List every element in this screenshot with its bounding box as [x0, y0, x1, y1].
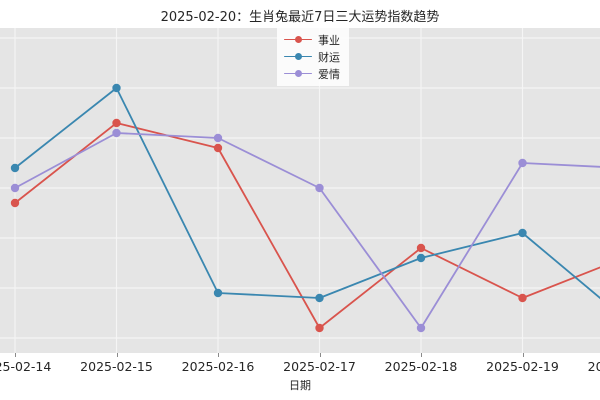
legend-item-wealth[interactable]: 财运: [284, 49, 340, 64]
legend-label-love: 爱情: [318, 67, 340, 81]
data-point: [112, 128, 121, 138]
legend-label-career: 事业: [318, 33, 340, 47]
legend-label-wealth: 财运: [318, 50, 340, 64]
x-tick-mark: [319, 353, 321, 357]
data-point: [213, 143, 223, 153]
legend-swatch-love-icon: [284, 68, 312, 80]
x-tick-mark: [218, 353, 219, 357]
data-point: [112, 118, 121, 128]
series-line-1: [14, 87, 600, 300]
x-tick-mark: [116, 353, 118, 357]
data-point: [10, 198, 20, 208]
chart-legend[interactable]: 事业 财运 爱情: [277, 27, 349, 86]
legend-item-career[interactable]: 事业: [284, 32, 340, 47]
x-tick-label: 2025-02-14: [0, 359, 52, 374]
data-point: [315, 293, 324, 303]
data-point: [213, 133, 223, 143]
data-point: [315, 323, 324, 333]
data-point: [416, 253, 426, 263]
x-tick-label: 2025-02-16: [181, 359, 255, 374]
data-point: [112, 83, 121, 93]
x-tick-label: 2025-02-19: [486, 359, 559, 374]
data-point: [315, 183, 324, 193]
x-axis-title: 日期: [289, 379, 311, 392]
x-tick-label: 2025-02-20: [587, 359, 600, 374]
data-point: [213, 288, 223, 298]
data-point: [416, 323, 426, 333]
series-line-2: [14, 132, 600, 329]
legend-swatch-wealth-icon: [284, 51, 312, 63]
chart-title: 2025-02-20：生肖兔最近7日三大运势指数趋势: [160, 10, 440, 25]
data-point: [518, 293, 527, 303]
x-axis: 2025-02-14 2025-02-15 2025-02-16 2025-02-17…: [0, 353, 600, 383]
x-tick-label: 2025-02-15: [80, 359, 153, 374]
data-point: [518, 158, 527, 168]
data-point: [416, 243, 426, 253]
x-tick-mark: [421, 353, 422, 357]
x-tick-mark: [522, 353, 524, 357]
x-tick-label: 2025-02-17: [283, 359, 356, 374]
data-point: [518, 228, 527, 238]
data-point: [10, 163, 20, 173]
x-tick-mark: [15, 353, 16, 357]
x-tick-label: 2025-02-18: [384, 359, 458, 374]
legend-item-love[interactable]: 爱情: [284, 66, 340, 81]
data-point: [10, 183, 20, 193]
series-lines: [10, 83, 600, 333]
legend-swatch-career-icon: [284, 34, 312, 46]
